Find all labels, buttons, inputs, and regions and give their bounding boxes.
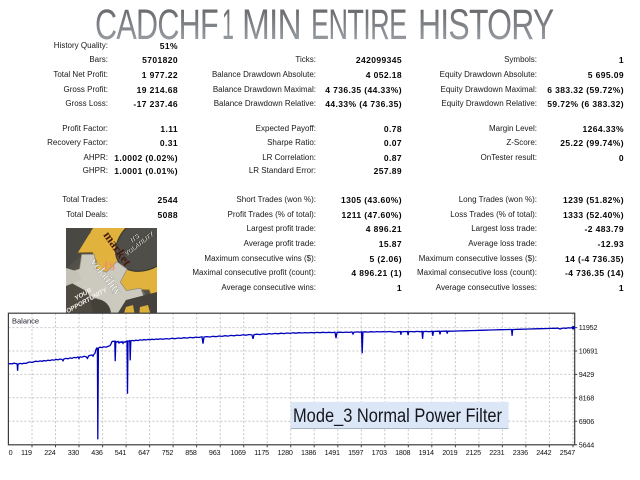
svg-text:6906: 6906 xyxy=(579,417,594,426)
svg-text:647: 647 xyxy=(138,448,150,457)
svg-text:963: 963 xyxy=(209,448,221,457)
svg-text:2019: 2019 xyxy=(442,448,457,457)
svg-text:1069: 1069 xyxy=(230,448,245,457)
svg-text:8168: 8168 xyxy=(579,393,594,402)
svg-text:Balance: Balance xyxy=(12,317,39,326)
svg-text:ITS: ITS xyxy=(129,233,140,243)
svg-text:1703: 1703 xyxy=(372,448,387,457)
svg-text:1597: 1597 xyxy=(348,448,363,457)
svg-text:2442: 2442 xyxy=(536,448,551,457)
svg-text:5644: 5644 xyxy=(579,440,594,449)
svg-text:1808: 1808 xyxy=(395,448,410,457)
svg-text:1175: 1175 xyxy=(254,448,269,457)
svg-text:IS: IS xyxy=(103,258,117,274)
svg-text:1386: 1386 xyxy=(301,448,316,457)
svg-text:10691: 10691 xyxy=(579,347,598,356)
svg-text:ITS: ITS xyxy=(130,233,141,243)
svg-text:436: 436 xyxy=(91,448,103,457)
svg-text:2125: 2125 xyxy=(466,448,481,457)
svg-text:1280: 1280 xyxy=(277,448,292,457)
svg-text:2231: 2231 xyxy=(489,448,504,457)
svg-text:0: 0 xyxy=(9,448,13,457)
svg-text:1914: 1914 xyxy=(419,448,434,457)
svg-text:541: 541 xyxy=(115,448,127,457)
svg-text:Mode_3 Normal Power Filter: Mode_3 Normal Power Filter xyxy=(293,406,503,427)
svg-text:119: 119 xyxy=(21,448,32,457)
svg-text:224: 224 xyxy=(44,448,56,457)
svg-text:11952: 11952 xyxy=(579,323,598,332)
svg-text:858: 858 xyxy=(185,448,197,457)
svg-text:9429: 9429 xyxy=(579,370,594,379)
svg-text:2336: 2336 xyxy=(513,448,528,457)
svg-text:2547: 2547 xyxy=(560,448,575,457)
svg-text:330: 330 xyxy=(68,448,80,457)
svg-text:752: 752 xyxy=(162,448,174,457)
svg-text:1491: 1491 xyxy=(325,448,340,457)
